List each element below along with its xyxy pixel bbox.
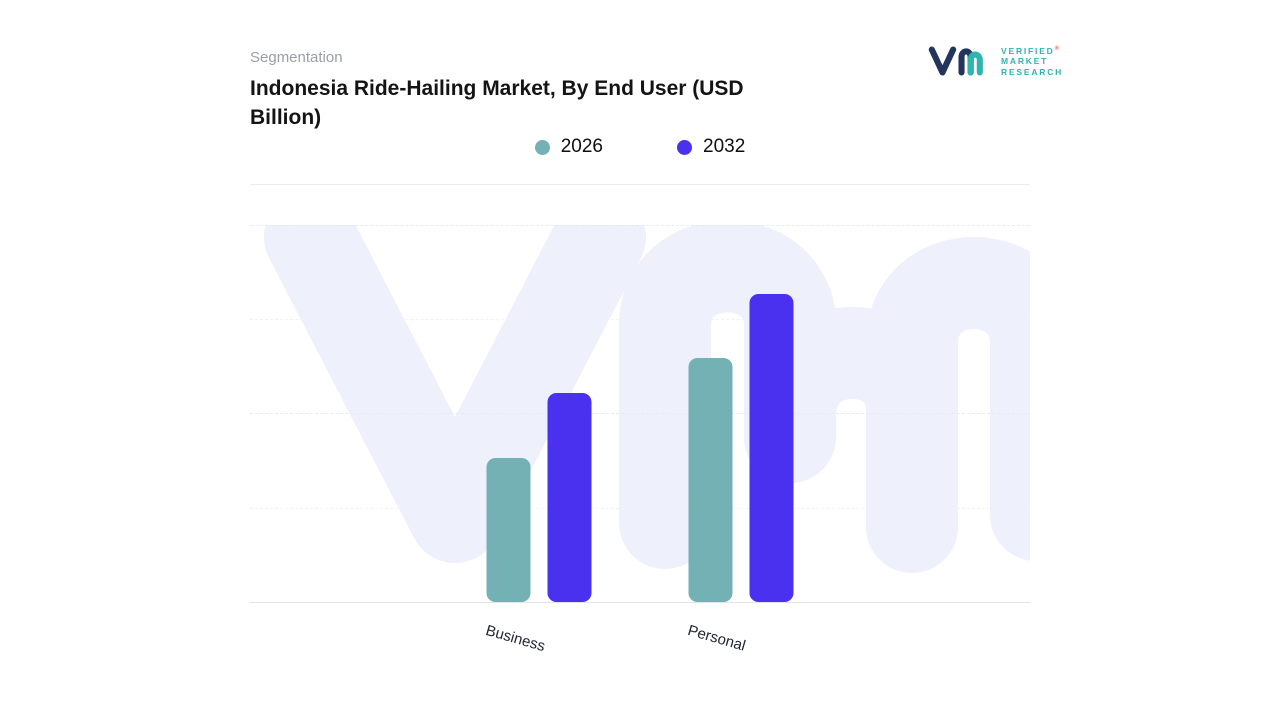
gridline <box>250 508 1030 509</box>
x-axis-baseline <box>250 602 1030 603</box>
bar-group-personal: Personal <box>686 294 794 655</box>
legend-dot-2032 <box>677 139 692 155</box>
page-title: Indonesia Ride-Hailing Market, By End Us… <box>250 77 744 129</box>
x-axis-label-business: Business <box>483 622 547 656</box>
legend-item-2032: 2032 <box>677 136 745 158</box>
bar-personal-2026 <box>688 358 733 602</box>
vmr-logo-text: VERIFIED® MARKET RESEARCH <box>1001 44 1063 79</box>
eyebrow-segmentation: Segmentation <box>250 49 343 66</box>
legend-label-2026: 2026 <box>560 136 603 157</box>
vmr-logo: VERIFIED® MARKET RESEARCH <box>928 40 1063 82</box>
bar-personal-2032 <box>749 294 794 602</box>
plot-area: Business Personal <box>250 225 1030 655</box>
legend-label-2032: 2032 <box>703 136 746 157</box>
legend-dot-2026 <box>534 139 550 155</box>
chart-legend: 2026 2032 <box>250 136 1030 158</box>
logo-line-verified: VERIFIED <box>1001 45 1055 56</box>
gridline <box>250 225 1030 226</box>
vmr-watermark-icon <box>264 225 1030 573</box>
bar-business-2032 <box>547 393 592 602</box>
bar-group-business: Business <box>483 393 592 655</box>
x-axis-label-personal: Personal <box>686 622 748 655</box>
legend-item-2026: 2026 <box>534 136 603 158</box>
vmr-logo-icon <box>928 46 983 76</box>
logo-line-research: RESEARCH <box>1001 67 1064 78</box>
logo-line-market: MARKET <box>1001 56 1049 67</box>
registered-mark: ® <box>1054 45 1060 52</box>
gridline <box>250 319 1030 320</box>
header-divider <box>250 184 1030 185</box>
gridline <box>250 413 1030 414</box>
bar-business-2026 <box>486 458 531 602</box>
